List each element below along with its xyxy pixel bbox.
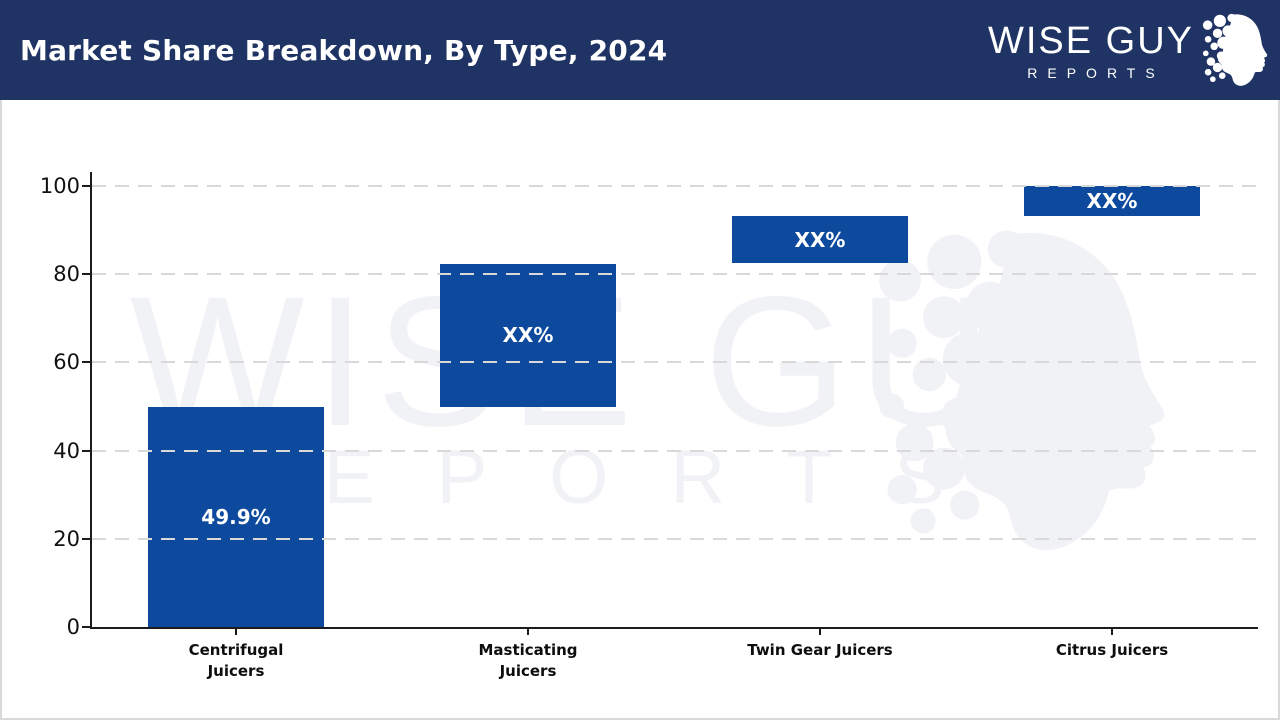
bar-citrus-juicers: XX% — [1024, 186, 1200, 216]
logo-head-icon — [1198, 11, 1270, 91]
x-axis-label-twin-gear-juicers: Twin Gear Juicers — [700, 640, 940, 661]
y-axis-line — [90, 172, 92, 629]
x-axis-line — [90, 627, 1258, 629]
y-axis-tick-label-20: 20 — [53, 526, 80, 551]
watermark-head-icon — [852, 218, 1182, 577]
bar-value-label: XX% — [794, 227, 846, 252]
x-axis-label-masticating-juicers: Masticating Juicers — [408, 640, 648, 682]
y-axis-tick-0 — [82, 626, 90, 628]
y-axis-tick-label-100: 100 — [39, 174, 80, 198]
y-axis-tick-label-80: 80 — [53, 262, 80, 287]
y-axis-tick-100 — [82, 185, 90, 187]
watermark-sub-text: REPORTS — [207, 435, 1008, 520]
x-axis-label-line: Twin Gear Juicers — [747, 641, 893, 659]
bar-masticating-juicers: XX% — [440, 264, 616, 407]
gridline-y-40 — [92, 449, 1258, 452]
gridline-y-20 — [92, 537, 1258, 540]
x-axis-label-line: Citrus Juicers — [1055, 641, 1169, 659]
gridline-y-60 — [92, 361, 1258, 364]
x-axis-label-line: Juicers — [207, 662, 265, 680]
gridline-y-100 — [92, 185, 1258, 187]
x-axis-tick-masticating-juicers — [527, 629, 529, 635]
x-axis-tick-centrifugal-juicers — [235, 629, 237, 635]
y-axis-tick-60 — [82, 361, 90, 364]
y-axis-tick-20 — [82, 537, 90, 540]
bar-twin-gear-juicers: XX% — [732, 215, 908, 264]
x-axis-tick-citrus-juicers — [1111, 629, 1113, 635]
plot-area: WISE GUY REPORTS 49.9% XX% XX% XX% 0 20 40 60 80… — [0, 100, 1280, 720]
page-title: Market Share Breakdown, By Type, 2024 — [20, 33, 668, 67]
x-axis-tick-twin-gear-juicers — [819, 629, 821, 635]
x-axis-label-citrus-juicers: Citrus Juicers — [992, 640, 1232, 661]
logo-brand-text: WISE GUY — [987, 19, 1194, 62]
y-axis-tick-80 — [82, 273, 90, 276]
bar-centrifugal-juicers: 49.9% — [148, 406, 324, 627]
y-axis-tick-label-60: 60 — [53, 350, 80, 375]
gridline-y-80 — [92, 273, 1258, 276]
x-axis-label-line: Juicers — [499, 662, 557, 680]
y-axis-tick-40 — [82, 449, 90, 452]
wise-guy-reports-logo: WISE GUY REPORTS — [988, 8, 1270, 94]
bar-value-label: XX% — [502, 323, 554, 348]
x-axis-label-centrifugal-juicers: Centrifugal Juicers — [116, 640, 356, 682]
y-axis-tick-label-40: 40 — [53, 438, 80, 463]
y-axis-tick-label-0: 0 — [66, 615, 80, 639]
bar-value-label: XX% — [1086, 189, 1138, 214]
x-axis-label-line: Centrifugal — [188, 641, 284, 659]
logo-sub-text: REPORTS — [1027, 64, 1165, 81]
bar-value-label: 49.9% — [201, 504, 271, 529]
logo-text: WISE GUY REPORTS — [988, 22, 1194, 81]
x-axis-label-line: Masticating — [478, 641, 578, 659]
header-bar: Market Share Breakdown, By Type, 2024 WI… — [0, 0, 1280, 100]
